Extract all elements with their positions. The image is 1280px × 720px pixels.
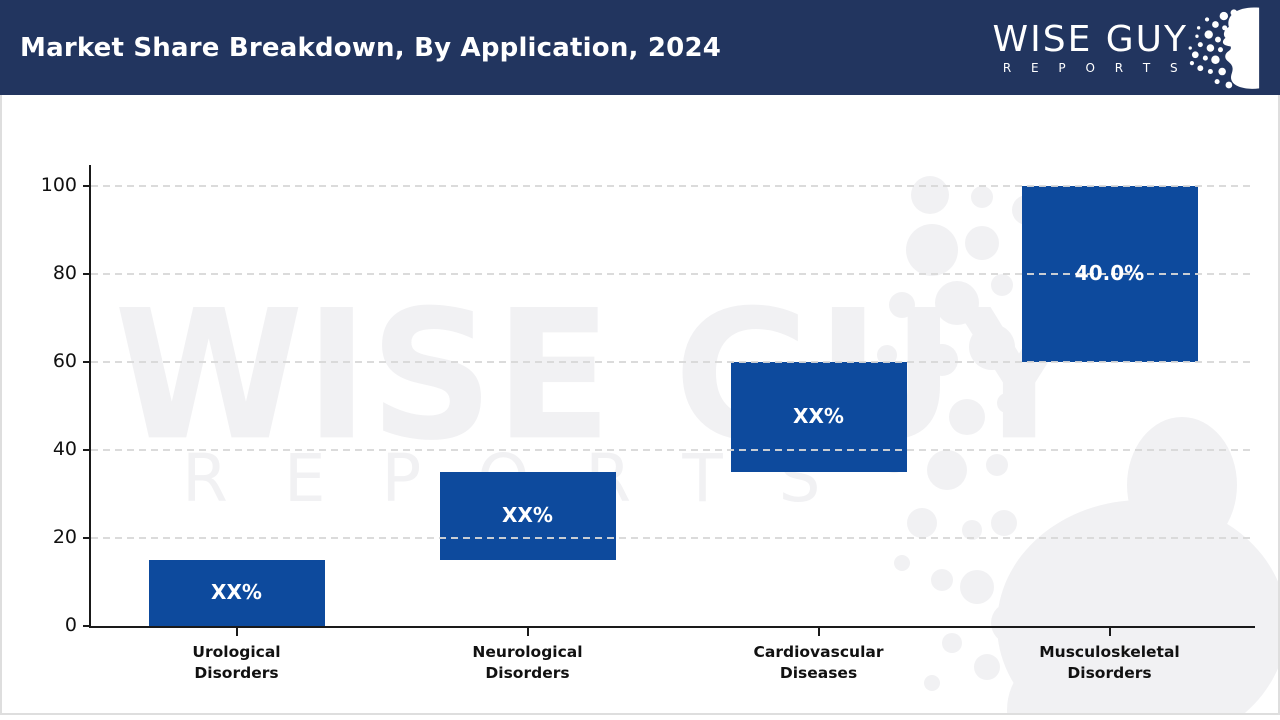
y-tick-mark (83, 537, 91, 539)
x-category-label-line: Disorders (485, 664, 570, 682)
bar-value-label: 40.0% (1074, 261, 1145, 285)
x-tick-mark (235, 628, 238, 636)
x-category-label: Musculoskeletal Disorders (990, 642, 1230, 684)
bar-value-label: XX% (793, 404, 844, 428)
gridline (91, 449, 1255, 451)
y-tick-label: 100 (40, 174, 77, 196)
gridline (91, 273, 1255, 275)
x-category-label-line: Urological (192, 643, 281, 661)
y-axis-line (89, 165, 91, 628)
y-tick-mark (83, 449, 91, 451)
gridline (91, 537, 1255, 539)
x-tick-mark (526, 628, 529, 636)
x-category-label-line: Neurological (472, 643, 583, 661)
gridline (91, 185, 1255, 187)
wise-guy-logo: WISE GUY R E P O R T S (993, 6, 1280, 90)
axes-layer: XX% XX% XX% 40.0% 0 20 40 60 80 100 Urological Diso… (2, 95, 1278, 713)
y-tick-mark (83, 361, 91, 363)
logo-text: WISE GUY R E P O R T S (992, 18, 1189, 75)
bar-segment (730, 362, 907, 472)
y-tick-label: 80 (52, 262, 77, 284)
bar-segment (148, 560, 325, 626)
x-axis-line (89, 626, 1255, 628)
y-tick-label: 0 (64, 614, 77, 636)
header-bar: Market Share Breakdown, By Application, … (0, 0, 1280, 95)
x-category-label-line: Cardiovascular (753, 643, 884, 661)
wise-guy-face-icon (1188, 6, 1260, 89)
logo-wordmark: WISE GUY (992, 18, 1188, 60)
y-tick-label: 60 (52, 350, 77, 372)
grid-layer (2, 95, 1278, 713)
bar-value-label: XX% (502, 503, 553, 527)
y-tick-label: 20 (52, 526, 77, 548)
gridline (91, 361, 1255, 363)
watermark-wordmark: WISE GUY (114, 270, 1083, 481)
logo-subtitle: R E P O R T S (1002, 60, 1186, 75)
x-category-label-line: Disorders (1067, 664, 1152, 682)
x-category-label: Neurological Disorders (408, 642, 648, 684)
bar-value-label: XX% (211, 580, 262, 604)
x-category-label: Urological Disorders (117, 642, 357, 684)
y-tick-mark (83, 273, 91, 275)
y-tick-mark (83, 185, 91, 187)
x-category-label-line: Musculoskeletal (1039, 643, 1180, 661)
x-category-label: Cardiovascular Diseases (699, 642, 939, 684)
page-title: Market Share Breakdown, By Application, … (20, 32, 722, 63)
bar-segment (439, 472, 616, 560)
x-category-label-line: Disorders (194, 664, 279, 682)
y-tick-label: 40 (52, 438, 77, 460)
y-tick-mark (83, 625, 91, 627)
watermark-face-dots (877, 176, 1278, 713)
x-tick-mark (1108, 628, 1111, 636)
x-tick-mark (817, 628, 820, 636)
x-category-label-line: Diseases (779, 664, 858, 682)
